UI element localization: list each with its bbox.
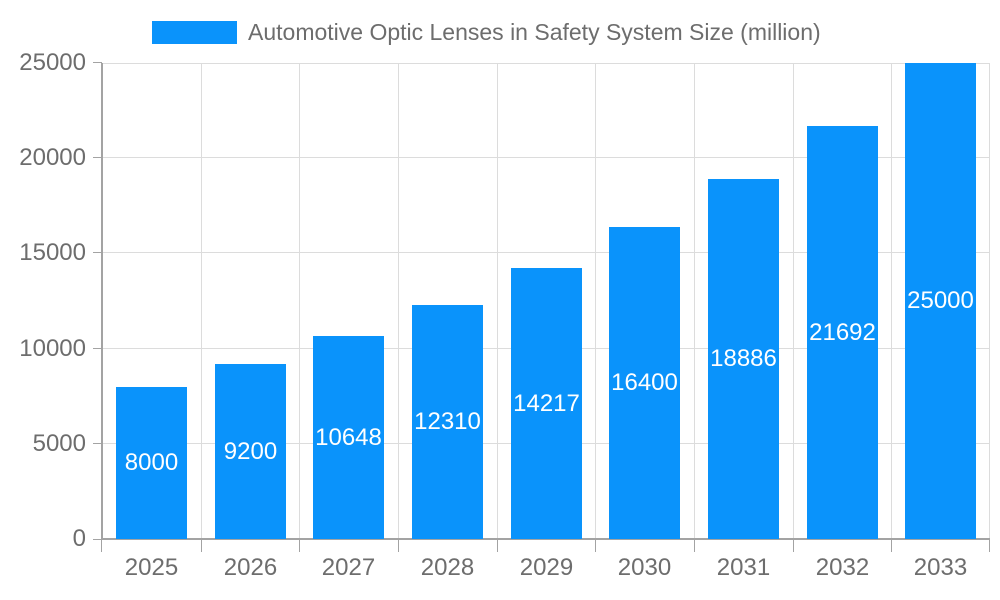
gridline-horizontal [102,63,990,64]
gridline-vertical [497,63,498,539]
x-axis-category-label: 2030 [617,554,672,581]
bar-value-label: 21692 [809,318,876,346]
y-axis-line [101,63,103,539]
bar-2028[interactable]: 12310 [412,305,483,539]
bar-value-label: 16400 [611,369,678,396]
gridline-horizontal [102,252,990,253]
y-axis-tick [93,157,102,158]
bar-value-label: 12310 [414,408,481,435]
legend-swatch [152,21,237,44]
x-axis-category-label: 2029 [519,554,574,581]
bar-2030[interactable]: 16400 [609,227,680,539]
bar-2033[interactable]: 25000 [905,63,976,539]
bar-2029[interactable]: 14217 [511,268,582,539]
plot-area: 0 5000 10000 15000 20000 25000 8000 9200 10648 12… [19,49,990,581]
y-axis-tick-label: 20000 [19,144,86,171]
x-axis-category-label: 2028 [420,554,475,581]
bar-value-label: 8000 [124,449,179,476]
x-axis-category-label: 2033 [913,554,968,581]
bar-2031[interactable]: 18886 [708,179,779,539]
y-axis-tick-label: 15000 [19,239,86,266]
bar-2025[interactable]: 8000 [116,387,187,539]
bar-value-label: 18886 [710,345,777,372]
x-axis-tick [201,539,202,552]
gridline-vertical [595,63,596,539]
chart-legend[interactable]: Automotive Optic Lenses in Safety System… [152,19,821,46]
legend-label: Automotive Optic Lenses in Safety System… [248,19,821,45]
bar-2027[interactable]: 10648 [313,336,384,539]
y-axis-tick [93,252,102,253]
gridline-vertical [891,63,892,539]
x-axis-tick [299,539,300,552]
y-axis-tick [93,348,102,349]
gridline-vertical [694,63,695,539]
gridline-vertical [201,63,202,539]
x-axis-tick [793,539,794,552]
x-axis-category-label: 2032 [815,554,870,581]
y-axis-tick [93,443,102,444]
bar-value-label: 9200 [223,437,278,465]
x-axis-tick [694,539,695,552]
y-axis-tick-label: 10000 [19,335,86,362]
x-axis-tick [497,539,498,552]
y-axis-tick-label: 25000 [19,49,86,76]
x-axis-tick [101,539,102,552]
x-axis-tick [891,539,892,552]
x-axis-tick [595,539,596,552]
gridline-vertical [793,63,794,539]
gridline-vertical [299,63,300,539]
y-axis-tick [93,539,102,540]
x-axis-category-label: 2027 [321,554,376,581]
gridline-vertical [989,63,990,539]
x-axis-tick [398,539,399,552]
y-axis-tick [93,62,102,63]
x-axis-category-label: 2026 [223,554,278,581]
x-axis-category-label: 2031 [716,554,771,581]
bar-value-label: 25000 [907,287,974,314]
gridline-vertical [398,63,399,539]
x-axis-category-label: 2025 [124,554,179,581]
y-axis-tick-label: 5000 [32,430,86,457]
bar-2032[interactable]: 21692 [807,126,878,539]
bar-value-label: 10648 [315,423,382,451]
gridline-horizontal [102,157,990,158]
bar-value-label: 14217 [513,389,580,417]
y-axis-tick-label: 0 [72,525,86,552]
bar-2026[interactable]: 9200 [215,364,286,539]
x-axis-line [101,538,990,540]
x-axis-tick [989,539,990,552]
